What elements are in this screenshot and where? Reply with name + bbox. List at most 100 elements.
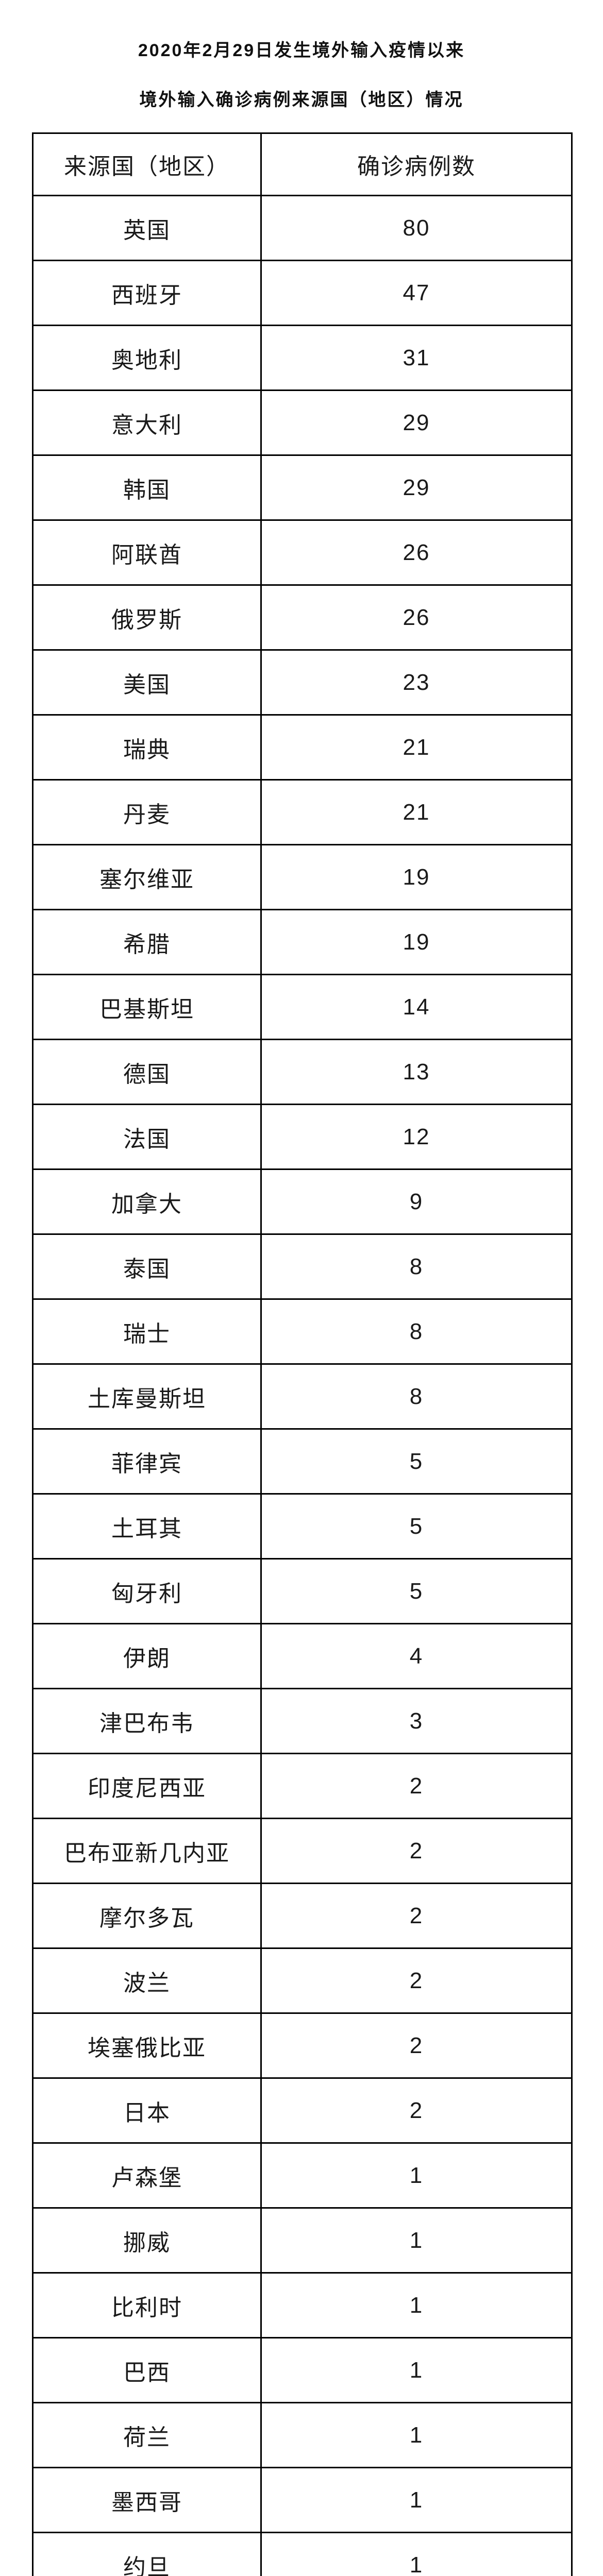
count-cell: 31 [260, 325, 573, 391]
title-line-1: 2020年2月29日发生境外输入疫情以来 [138, 41, 465, 60]
table-row: 挪威 1 [32, 2207, 573, 2274]
country-cell: 土耳其 [32, 1493, 262, 1560]
table-body: 英国 80 西班牙 47 奥地利 31 意大利 29 韩国 29 阿联酋 26 俄罗斯 26 美国 23 瑞典 2… [32, 195, 573, 2576]
country-cell: 土库曼斯坦 [32, 1363, 262, 1430]
count-cell: 2 [260, 1947, 573, 2014]
count-cell: 1 [260, 2207, 573, 2274]
count-cell: 9 [260, 1168, 573, 1235]
count-cell: 2 [260, 2077, 573, 2144]
country-cell: 韩国 [32, 454, 262, 521]
country-cell: 加拿大 [32, 1168, 262, 1235]
count-cell: 1 [260, 2532, 573, 2576]
country-cell: 印度尼西亚 [32, 1753, 262, 1819]
country-cell: 俄罗斯 [32, 584, 262, 651]
column-header-confirmed-count: 确诊病例数 [260, 132, 573, 196]
table-row: 法国 12 [32, 1104, 573, 1170]
title-line-2: 境外输入确诊病例来源国（地区）情况 [139, 90, 464, 110]
country-cell: 约旦 [32, 2532, 262, 2576]
count-cell: 8 [260, 1233, 573, 1300]
table-row: 泰国 8 [32, 1233, 573, 1300]
country-cell: 摩尔多瓦 [32, 1883, 262, 1949]
count-cell: 2 [260, 2012, 573, 2079]
table-row: 波兰 2 [32, 1947, 573, 2014]
country-cell: 荷兰 [32, 2402, 262, 2468]
table-row: 瑞士 8 [32, 1298, 573, 1365]
country-cell: 津巴布韦 [32, 1688, 262, 1754]
country-cell: 埃塞俄比亚 [32, 2012, 262, 2079]
country-cell: 瑞典 [32, 714, 262, 781]
country-cell: 希腊 [32, 909, 262, 975]
table-row: 埃塞俄比亚 2 [32, 2012, 573, 2079]
count-cell: 1 [260, 2402, 573, 2468]
country-cell: 瑞士 [32, 1298, 262, 1365]
count-cell: 3 [260, 1688, 573, 1754]
country-cell: 奥地利 [32, 325, 262, 391]
table-row: 俄罗斯 26 [32, 584, 573, 651]
count-cell: 5 [260, 1428, 573, 1495]
count-cell: 2 [260, 1753, 573, 1819]
count-cell: 1 [260, 2337, 573, 2403]
count-cell: 1 [260, 2467, 573, 2533]
imported-cases-table: 来源国（地区） 确诊病例数 英国 80 西班牙 47 奥地利 31 意大利 29 韩国 29 阿联酋… [32, 132, 573, 2576]
country-cell: 巴布亚新几内亚 [32, 1818, 262, 1884]
count-cell: 8 [260, 1363, 573, 1430]
table-row: 印度尼西亚 2 [32, 1753, 573, 1819]
table-row: 美国 23 [32, 649, 573, 716]
table-row: 伊朗 4 [32, 1623, 573, 1689]
count-cell: 29 [260, 454, 573, 521]
table-row: 阿联酋 26 [32, 519, 573, 586]
country-cell: 挪威 [32, 2207, 262, 2274]
country-cell: 美国 [32, 649, 262, 716]
count-cell: 19 [260, 844, 573, 910]
count-cell: 80 [260, 195, 573, 261]
table-row: 津巴布韦 3 [32, 1688, 573, 1754]
country-cell: 法国 [32, 1104, 262, 1170]
count-cell: 29 [260, 389, 573, 456]
country-cell: 西班牙 [32, 260, 262, 326]
country-cell: 比利时 [32, 2272, 262, 2338]
table-row: 墨西哥 1 [32, 2467, 573, 2533]
table-row: 加拿大 9 [32, 1168, 573, 1235]
table-row: 摩尔多瓦 2 [32, 1883, 573, 1949]
table-row: 塞尔维亚 19 [32, 844, 573, 910]
count-cell: 8 [260, 1298, 573, 1365]
count-cell: 2 [260, 1883, 573, 1949]
country-cell: 菲律宾 [32, 1428, 262, 1495]
count-cell: 5 [260, 1493, 573, 1560]
table-row: 比利时 1 [32, 2272, 573, 2338]
count-cell: 19 [260, 909, 573, 975]
table-row: 约旦 1 [32, 2532, 573, 2576]
count-cell: 5 [260, 1558, 573, 1624]
table-header: 来源国（地区） 确诊病例数 [32, 132, 573, 196]
country-cell: 塞尔维亚 [32, 844, 262, 910]
table-row: 英国 80 [32, 195, 573, 261]
table-row: 德国 13 [32, 1039, 573, 1105]
count-cell: 14 [260, 974, 573, 1040]
country-cell: 波兰 [32, 1947, 262, 2014]
table-row: 荷兰 1 [32, 2402, 573, 2468]
page-title: 2020年2月29日发生境外输入疫情以来 境外输入确诊病例来源国（地区）情况 [0, 39, 603, 111]
country-cell: 巴基斯坦 [32, 974, 262, 1040]
country-cell: 日本 [32, 2077, 262, 2144]
table-row: 日本 2 [32, 2077, 573, 2144]
table-row: 丹麦 21 [32, 779, 573, 845]
country-cell: 巴西 [32, 2337, 262, 2403]
table-row: 菲律宾 5 [32, 1428, 573, 1495]
count-cell: 47 [260, 260, 573, 326]
count-cell: 12 [260, 1104, 573, 1170]
table-row: 卢森堡 1 [32, 2142, 573, 2209]
table-row: 土库曼斯坦 8 [32, 1363, 573, 1430]
column-header-source-country: 来源国（地区） [32, 132, 262, 196]
country-cell: 德国 [32, 1039, 262, 1105]
count-cell: 2 [260, 1818, 573, 1884]
count-cell: 21 [260, 714, 573, 781]
table-row: 韩国 29 [32, 454, 573, 521]
table-row: 瑞典 21 [32, 714, 573, 781]
count-cell: 4 [260, 1623, 573, 1689]
count-cell: 13 [260, 1039, 573, 1105]
country-cell: 阿联酋 [32, 519, 262, 586]
table-row: 巴布亚新几内亚 2 [32, 1818, 573, 1884]
count-cell: 1 [260, 2142, 573, 2209]
table-row: 希腊 19 [32, 909, 573, 975]
count-cell: 1 [260, 2272, 573, 2338]
